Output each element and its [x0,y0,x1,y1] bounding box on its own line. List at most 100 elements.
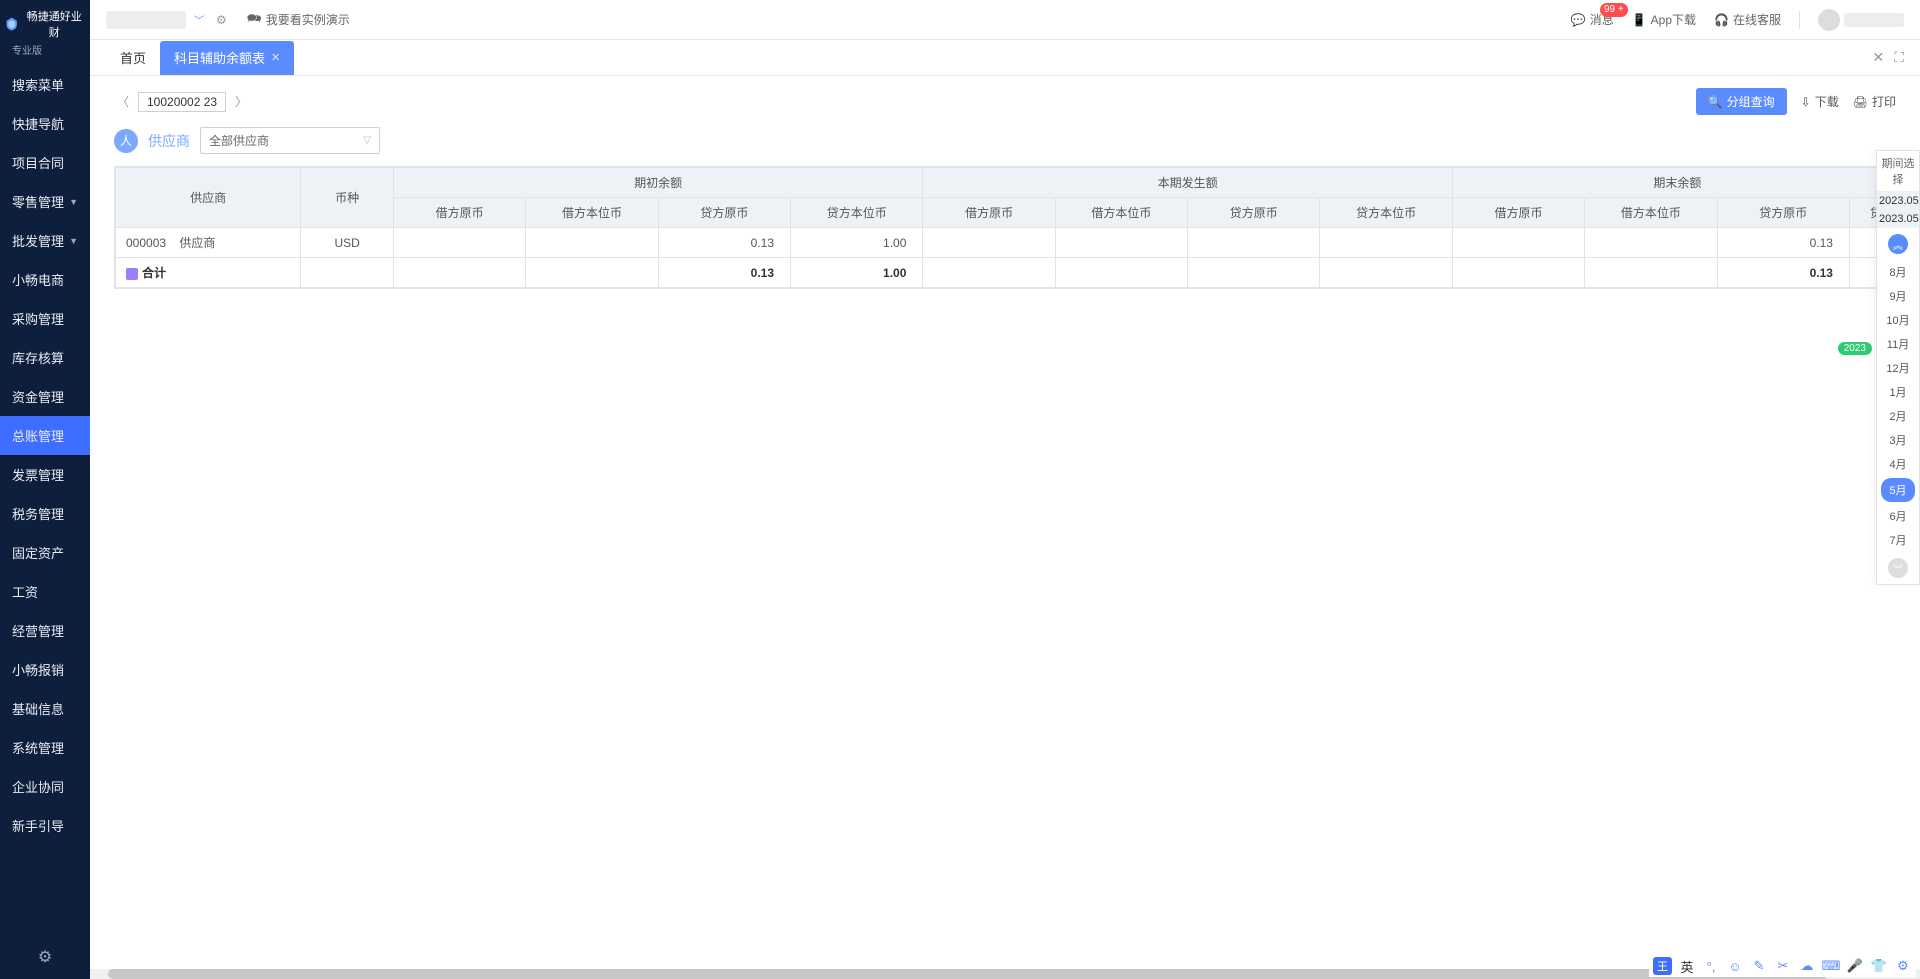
settings-icon[interactable]: ⚙ [38,949,52,966]
sidebar-item[interactable]: 小畅电商 [0,260,90,299]
sidebar-item[interactable]: 企业协同 [0,767,90,806]
sidebar-item[interactable]: 快捷导航 [0,104,90,143]
period-month[interactable]: 12月 [1877,356,1919,380]
search-icon: 🔍 [1708,95,1723,109]
demo-link[interactable]: 🗪 我要看实例演示 [247,9,350,30]
cell-value: 1.00 [791,228,923,258]
tab-active[interactable]: 科目辅助余额表 ✕ [160,41,294,75]
supplier-select-value: 全部供应商 [209,132,269,149]
prev-icon[interactable]: 〈 [114,93,132,111]
sidebar-item[interactable]: 工资 [0,572,90,611]
cell-value: 1.00 [791,258,923,288]
app-download-button[interactable]: 📱 App下载 [1632,11,1696,28]
support-button[interactable]: 🎧 在线客服 [1714,11,1781,28]
period-from[interactable]: 2023.05 [1877,192,1919,210]
supplier-badge-icon: 人 [114,129,138,153]
supplier-select[interactable]: 全部供应商 ▽ [200,127,380,154]
ime-cut-icon[interactable]: ✂ [1774,957,1792,975]
cell-value: 0.13 [658,258,790,288]
period-month[interactable]: 1月 [1877,380,1919,404]
messages-button[interactable]: 💬 消息 99 + [1571,11,1614,28]
ime-brand-icon[interactable]: 王 [1653,957,1672,975]
sidebar-item-label: 总账管理 [12,426,64,445]
ime-lang[interactable]: 英 [1678,957,1696,975]
download-icon: ⇩ [1801,95,1811,109]
sidebar-item-label: 资金管理 [12,387,64,406]
sidebar-item[interactable]: 库存核算 [0,338,90,377]
support-label: 在线客服 [1733,11,1781,28]
demo-label: 我要看实例演示 [266,11,350,28]
sidebar-item[interactable]: 发票管理 [0,455,90,494]
sidebar-item[interactable]: 批发管理▼ [0,221,90,260]
toolbar: 〈 10020002 23 〉 🔍 分组查询 ⇩ 下载 🖨 打印 [90,76,1920,123]
period-month[interactable]: 7月 [1877,528,1919,552]
period-month[interactable]: 8月 [1877,260,1919,284]
period-month[interactable]: 3月 [1877,428,1919,452]
period-month[interactable]: 9月 [1877,284,1919,308]
sidebar-item[interactable]: 项目合同 [0,143,90,182]
print-button[interactable]: 🖨 打印 [1853,93,1896,110]
sidebar-item[interactable]: 采购管理 [0,299,90,338]
sidebar-item[interactable]: 资金管理 [0,377,90,416]
sidebar-item[interactable]: 新手引导 [0,806,90,845]
top-settings-icon[interactable]: ⚙ [216,13,227,27]
period-month[interactable]: 2月 [1877,404,1919,428]
tab-active-label: 科目辅助余额表 [174,48,265,67]
fullscreen-icon[interactable]: ⛶ [1894,49,1904,66]
sidebar-item[interactable]: 零售管理▼ [0,182,90,221]
ime-punct-icon[interactable]: °, [1702,957,1720,975]
sidebar-item[interactable]: 小畅报销 [0,650,90,689]
sidebar: 畅捷通好业财 专业版 搜索菜单快捷导航项目合同零售管理▼批发管理▼小畅电商采购管… [0,0,90,979]
period-input[interactable]: 10020002 23 [138,92,226,112]
th-c: 借方原币 [1452,198,1584,228]
close-icon[interactable]: ✕ [271,51,280,64]
ime-keyboard-icon[interactable]: ⌨ [1822,957,1840,975]
ime-cloud-icon[interactable]: ☁ [1798,957,1816,975]
th-c: 借方本位币 [526,198,658,228]
sidebar-item[interactable]: 固定资产 [0,533,90,572]
ime-emoji-icon[interactable]: ☺ [1726,957,1744,975]
sidebar-item[interactable]: 系统管理 [0,728,90,767]
sidebar-nav: 搜索菜单快捷导航项目合同零售管理▼批发管理▼小畅电商采购管理库存核算资金管理总账… [0,65,90,935]
sidebar-item-label: 税务管理 [12,504,64,523]
period-month[interactable]: 4月 [1877,452,1919,476]
period-down-icon[interactable]: ︾ [1888,558,1908,578]
period-month[interactable]: 10月 [1877,308,1919,332]
org-selector[interactable]: ﹀ [106,11,204,29]
ime-toolbar: 王 英 °, ☺ ✎ ✂ ☁ ⌨ 🎤 👕 ⚙ [1649,955,1916,977]
th-c: 借方原币 [923,198,1055,228]
chevron-down-icon: ﹀ [194,12,204,27]
sidebar-item[interactable]: 税务管理 [0,494,90,533]
sidebar-item[interactable]: 搜索菜单 [0,65,90,104]
tabs-close-all-icon[interactable]: ✕ [1872,49,1884,66]
sidebar-item-label: 采购管理 [12,309,64,328]
group-query-label: 分组查询 [1727,93,1775,110]
period-to[interactable]: 2023.05 [1877,210,1919,228]
user-menu[interactable] [1818,9,1904,31]
download-button[interactable]: ⇩ 下载 [1801,93,1839,110]
next-icon[interactable]: 〉 [232,93,250,111]
supplier-label: 供应商 [148,131,190,151]
download-label: App下载 [1651,11,1696,28]
ime-settings-icon[interactable]: ⚙ [1894,957,1912,975]
th-group-period: 本期发生额 [923,168,1452,198]
period-up-icon[interactable]: ︽ [1888,234,1908,254]
tab-home[interactable]: 首页 [106,40,160,76]
th-c: 借方本位币 [1585,198,1717,228]
period-month[interactable]: 11月 [1877,332,1919,356]
ime-edit-icon[interactable]: ✎ [1750,957,1768,975]
period-month[interactable]: 6月 [1877,504,1919,528]
period-month[interactable]: 5月 [1881,478,1915,502]
avatar-icon [1818,9,1840,31]
sidebar-item[interactable]: 经营管理 [0,611,90,650]
sidebar-item-label: 经营管理 [12,621,64,640]
group-query-button[interactable]: 🔍 分组查询 [1696,88,1787,115]
ime-mic-icon[interactable]: 🎤 [1846,957,1864,975]
org-name-redacted [106,11,186,29]
table-row[interactable]: 000003 供应商 USD 0.13 1.00 0.13 [116,228,1903,258]
sidebar-item[interactable]: 总账管理 [0,416,90,455]
sidebar-item[interactable]: 基础信息 [0,689,90,728]
scrollbar-thumb[interactable] [108,969,1828,979]
horizontal-scrollbar[interactable] [90,969,1920,979]
ime-skin-icon[interactable]: 👕 [1870,957,1888,975]
